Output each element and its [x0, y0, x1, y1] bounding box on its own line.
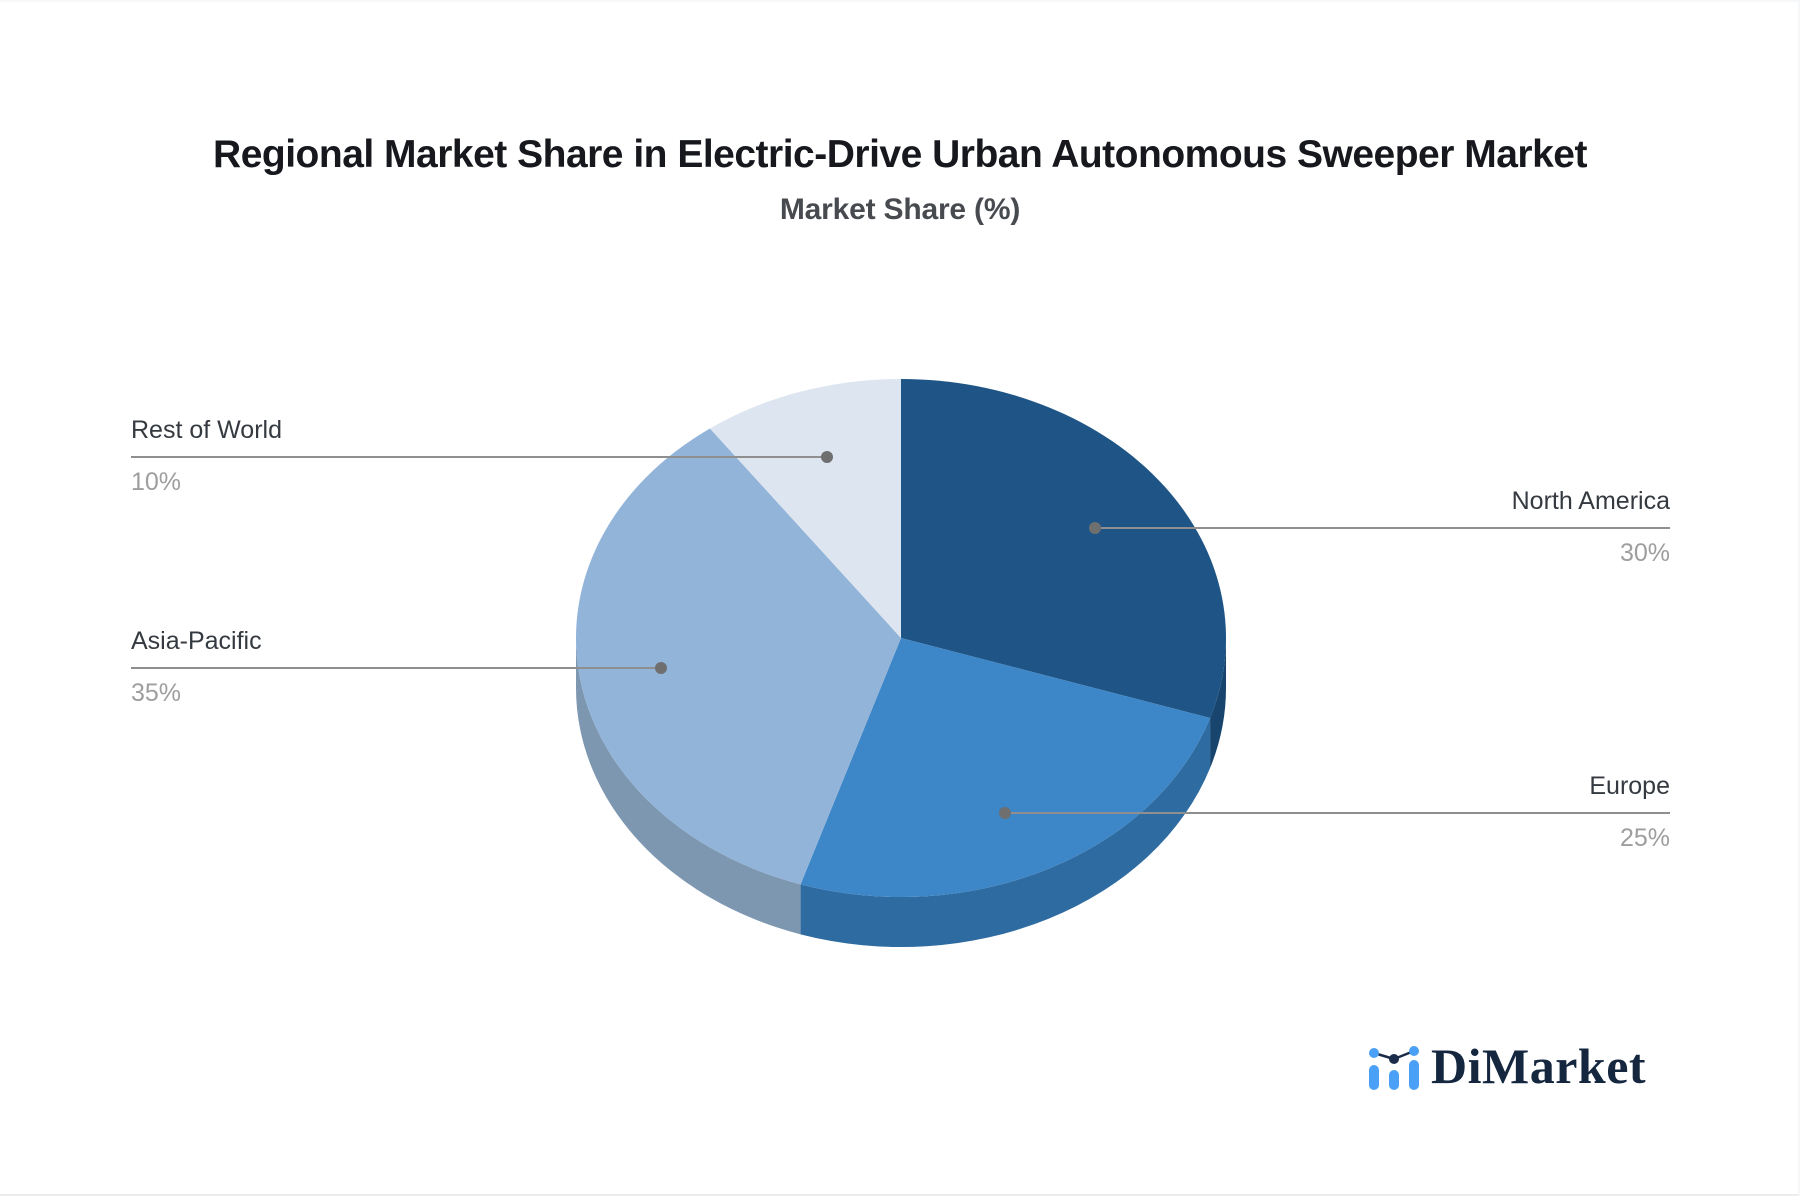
pie-slice-side-europe	[800, 718, 1211, 947]
brand-logo-text: DiMarket	[1431, 1038, 1647, 1094]
slice-label-europe: Europe	[1589, 772, 1670, 800]
slice-percent-rest-of-world: 10%	[131, 468, 182, 496]
callout-dot-rest-of-world	[821, 451, 833, 463]
callout-dot-europe	[999, 807, 1011, 819]
pie-slice-europe[interactable]	[800, 638, 1211, 897]
slice-percent-asia-pacific: 35%	[131, 679, 182, 707]
pie-slice-side-asia-pacific	[576, 638, 801, 935]
bar-line-chart-logo-icon	[1369, 1046, 1419, 1090]
chart-subtitle: Market Share (%)	[779, 193, 1021, 226]
chart-title: Regional Market Share in Electric-Drive …	[213, 133, 1587, 176]
callout-dot-asia-pacific	[655, 662, 667, 674]
callout-dot-north-america	[1089, 522, 1101, 534]
slice-label-rest-of-world: Rest of World	[131, 416, 282, 444]
pie-slice-side-north-america	[1210, 638, 1226, 769]
pie-slice-asia-pacific[interactable]	[576, 428, 901, 885]
slice-percent-north-america: 30%	[1619, 539, 1670, 567]
slice-percent-europe: 25%	[1619, 824, 1670, 852]
pie-slice-rest-of-world[interactable]	[709, 379, 901, 638]
pie-slice-north-america[interactable]	[901, 378, 1227, 719]
slice-label-north-america: North America	[1511, 487, 1670, 515]
slice-label-asia-pacific: Asia-Pacific	[131, 627, 262, 655]
brand-logo: DiMarket	[1367, 1040, 1646, 1092]
